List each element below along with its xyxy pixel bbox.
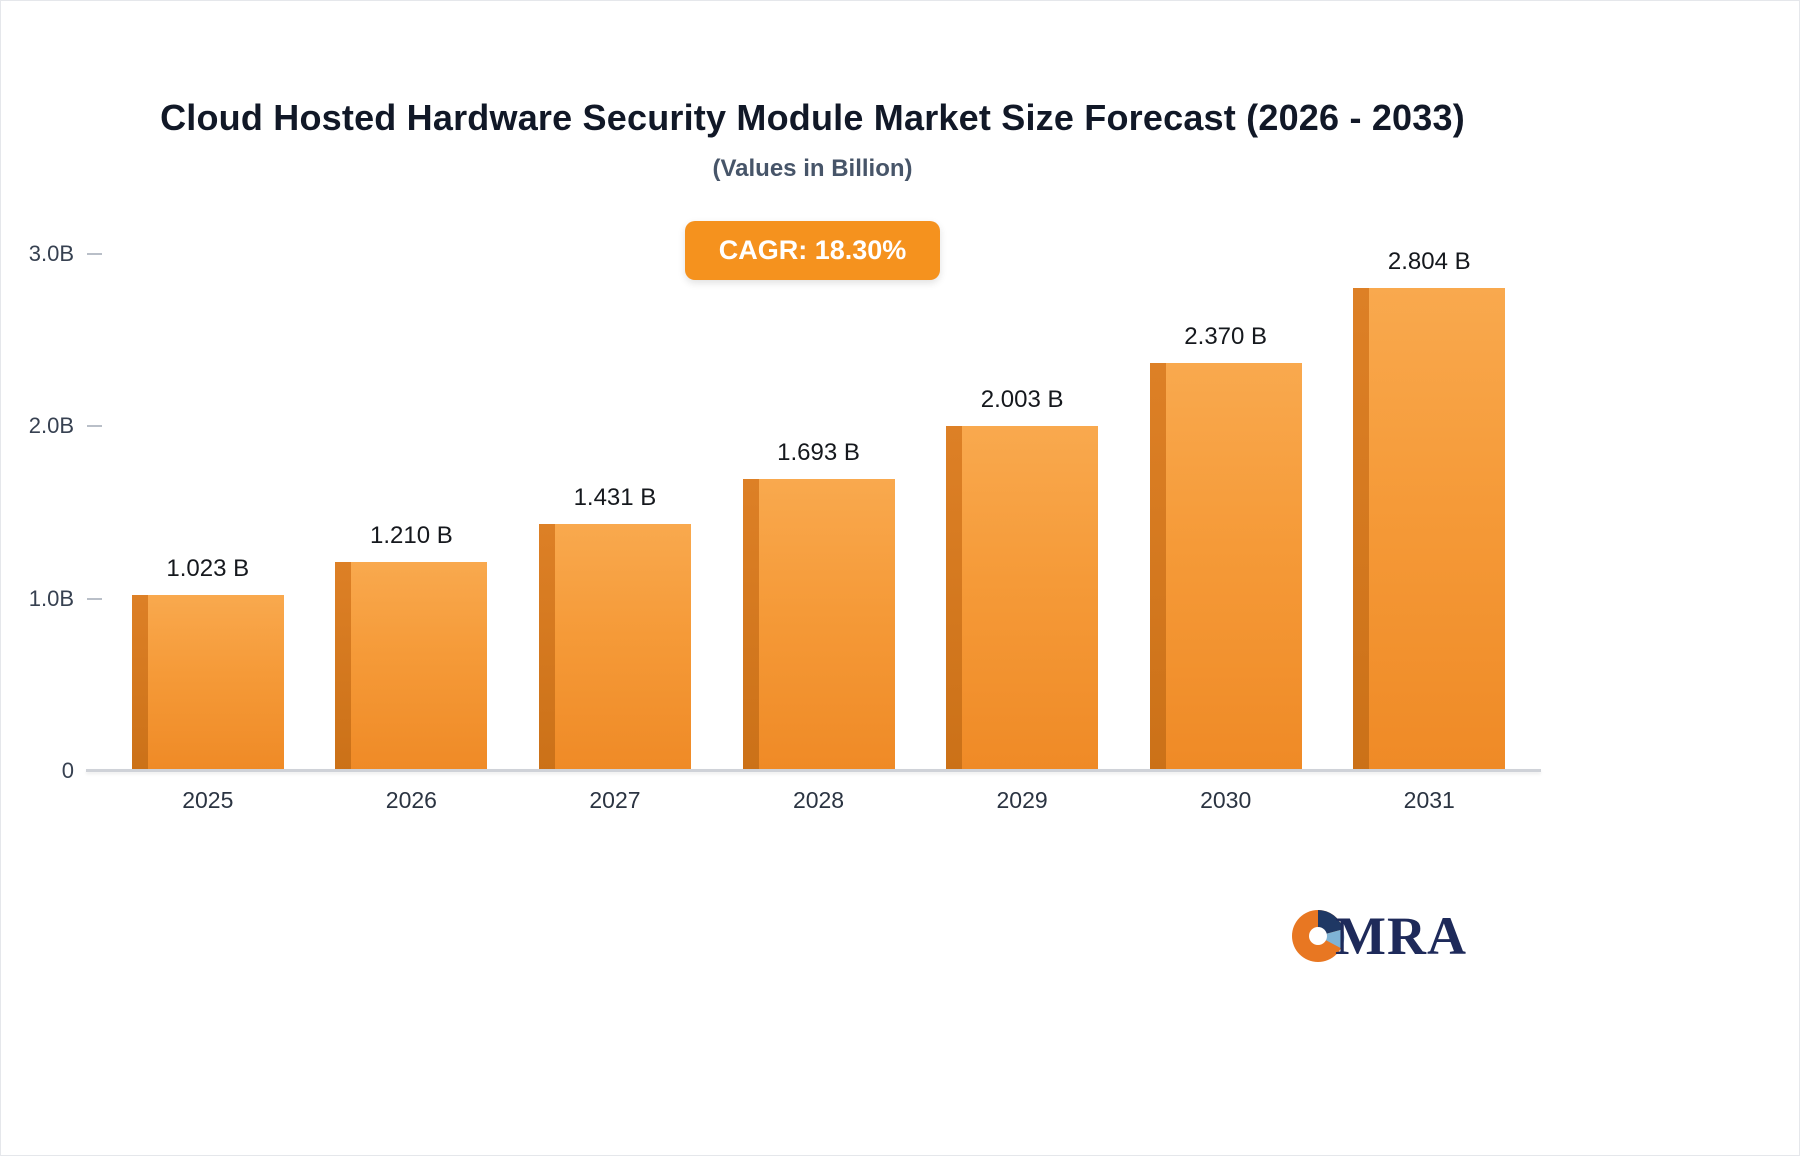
cagr-badge: CAGR: 18.30%: [684, 221, 941, 280]
plot-area: 1.023 B 1.210 B 1.431 B 1.693 B 2.003 B 2.370…: [106, 248, 1531, 772]
y-axis-tick-label: 0: [61, 758, 74, 783]
y-axis-tick-mark: [87, 425, 102, 428]
bar-slot: 1.431 B: [513, 254, 717, 771]
bar-value-label: 2.003 B: [980, 385, 1064, 413]
x-axis-labels: 2025 2026 2027 2028 2029 2030 2031: [106, 787, 1531, 814]
x-axis-label: 2031: [1403, 787, 1455, 813]
y-axis-tick-label: 3.0B: [28, 241, 74, 266]
bar-value-label: 2.804 B: [1387, 247, 1471, 275]
bar-2028: 1.693 B: [742, 439, 895, 771]
bar-slot: 1.693 B: [717, 254, 921, 771]
chart-title: Cloud Hosted Hardware Security Module Ma…: [160, 97, 1465, 138]
x-axis-label: 2030: [1200, 787, 1252, 813]
bar-value-label: 1.431 B: [573, 484, 657, 512]
bar-2026: 1.210 B: [335, 522, 488, 771]
x-axis-label: 2027: [589, 787, 641, 813]
bar-value-label: 1.693 B: [777, 439, 860, 467]
mra-logo-icon: [1292, 910, 1345, 962]
y-axis-tick-mark: [87, 597, 102, 600]
y-axis: 3.0B 2.0B 1.0B 0: [1, 241, 106, 783]
bar-value-label: 2.370 B: [1184, 322, 1268, 350]
bar-slot: 1.210 B: [310, 254, 514, 771]
y-axis-tick-label: 1.0B: [28, 585, 74, 611]
x-axis-label: 2026: [385, 787, 437, 813]
mra-logo: MRA: [1291, 905, 1467, 967]
bar-2030: 2.370 B: [1149, 323, 1302, 772]
y-axis-tick-mark: [87, 253, 102, 255]
chart-header: Cloud Hosted Hardware Security Module Ma…: [1, 1, 1799, 280]
x-axis-label: 2025: [182, 787, 234, 813]
bar-value-label: 1.210 B: [369, 522, 453, 550]
bars-container: 1.023 B 1.210 B 1.431 B 1.693 B 2.003 B 2.370…: [106, 248, 1531, 772]
x-axis-label: 2029: [996, 787, 1048, 813]
bar-slot: 2.370 B: [1124, 254, 1328, 772]
x-axis-label: 2028: [792, 787, 845, 813]
chart-subtitle: (Values in Billion): [712, 155, 913, 182]
x-axis-line: [86, 769, 1541, 772]
bar-2027: 1.431 B: [538, 484, 691, 771]
mra-logo-text: MRA: [1335, 906, 1467, 966]
bar-2029: 2.003 B: [946, 386, 1099, 772]
bar-slot: 2.003 B: [920, 254, 1124, 772]
y-axis-tick-label: 2.0B: [28, 413, 74, 439]
bar-2031: 2.804 B: [1353, 248, 1506, 772]
bar-value-label: 1.023 B: [166, 554, 250, 582]
bar-slot: 1.023 B: [106, 254, 310, 772]
bar-2025: 1.023 B: [131, 555, 284, 772]
bar-slot: 2.804 B: [1327, 248, 1531, 772]
